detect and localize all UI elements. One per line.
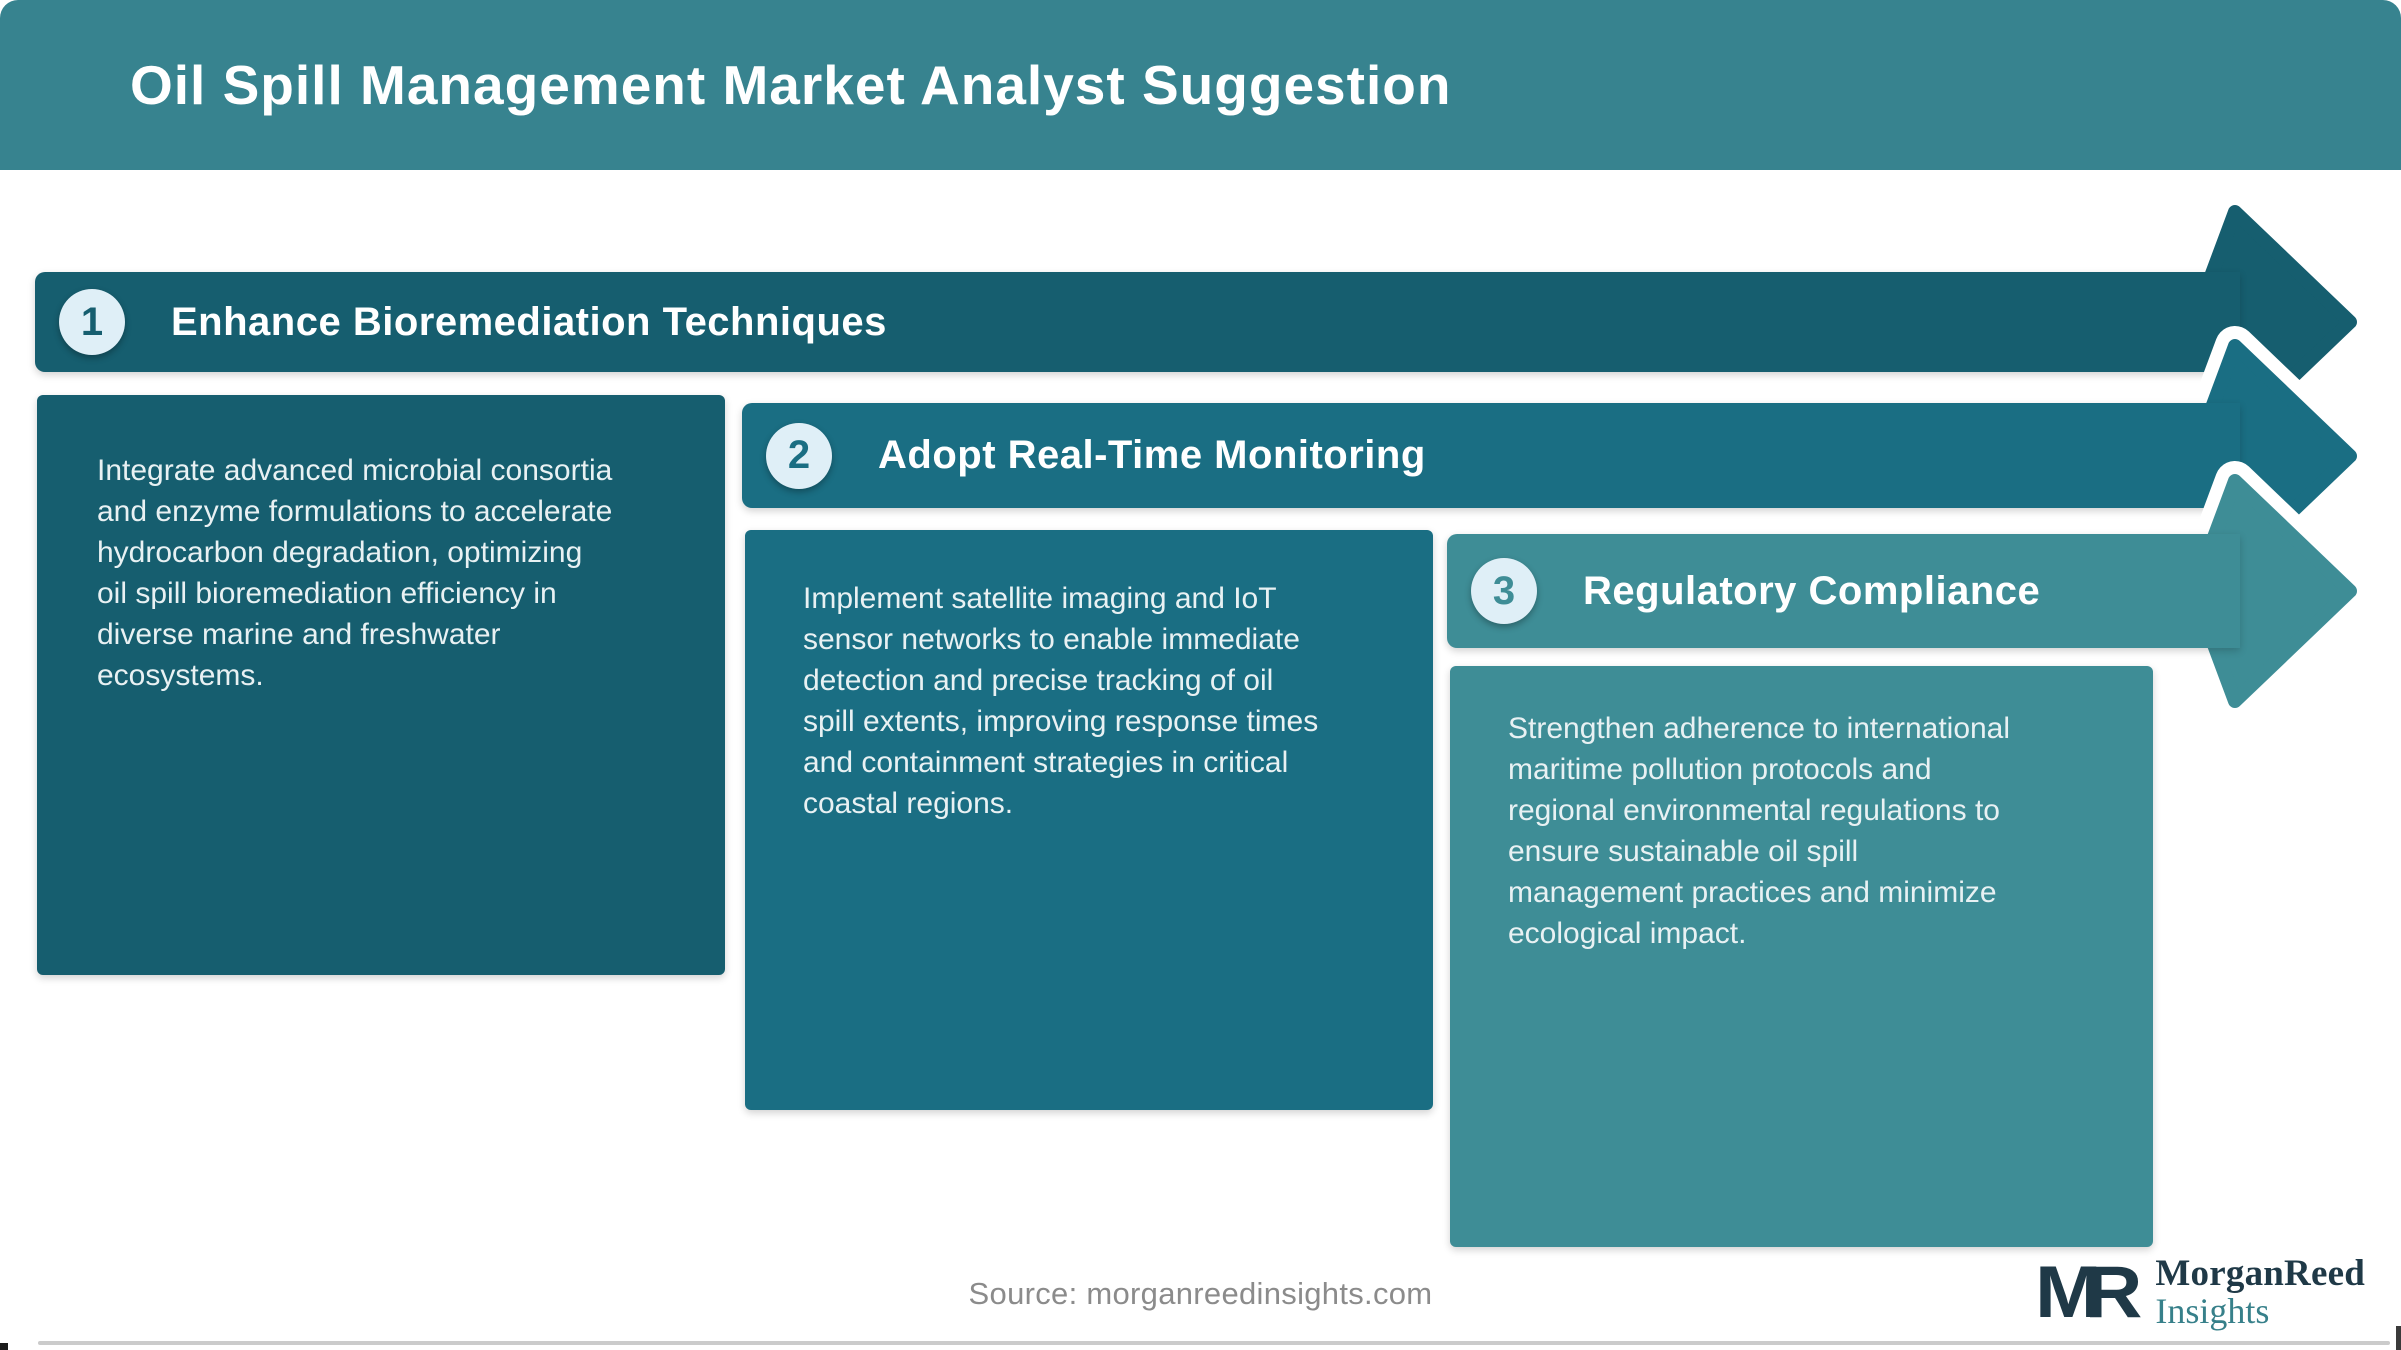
step-3-number-badge: 3 — [1471, 558, 1537, 624]
step-1-description: Integrate advanced microbial consortia a… — [97, 454, 613, 692]
page-title: Oil Spill Management Market Analyst Sugg… — [130, 54, 1452, 116]
step-2-title: Adopt Real-Time Monitoring — [878, 433, 1426, 477]
step-2-number-badge: 2 — [766, 422, 832, 489]
step-3-description-box: Strengthen adherence to international ma… — [1450, 666, 2153, 1247]
logo-name: MorganReed — [2155, 1252, 2365, 1294]
bottom-left-mark — [0, 1343, 8, 1350]
step-2-banner: 2 Adopt Real-Time Monitoring — [742, 403, 2240, 508]
source-text: Source: morganreedinsights.com — [968, 1276, 1433, 1311]
bottom-right-mark — [2396, 1326, 2401, 1350]
step-3-banner: 3 Regulatory Compliance — [1447, 534, 2240, 648]
step-2-description: Implement satellite imaging and IoT sens… — [803, 582, 1319, 820]
step-1-number-badge: 1 — [59, 289, 125, 355]
logo-wordmark: MorganReed Insights — [2155, 1252, 2365, 1331]
step-2-description-box: Implement satellite imaging and IoT sens… — [745, 530, 1433, 1110]
brand-logo: MR MorganReed Insights — [2035, 1252, 2365, 1332]
bottom-divider — [38, 1341, 2390, 1345]
step-3-title: Regulatory Compliance — [1583, 568, 2041, 613]
logo-monogram: MR — [2035, 1250, 2142, 1333]
step-1-banner: 1 Enhance Bioremediation Techniques — [35, 272, 2240, 372]
step-1-title: Enhance Bioremediation Techniques — [171, 299, 887, 344]
step-3-description: Strengthen adherence to international ma… — [1508, 712, 2011, 950]
step-1-description-box: Integrate advanced microbial consortia a… — [37, 395, 725, 975]
logo-tagline: Insights — [2155, 1290, 2270, 1331]
header-bar: Oil Spill Management Market Analyst Sugg… — [0, 0, 2401, 170]
